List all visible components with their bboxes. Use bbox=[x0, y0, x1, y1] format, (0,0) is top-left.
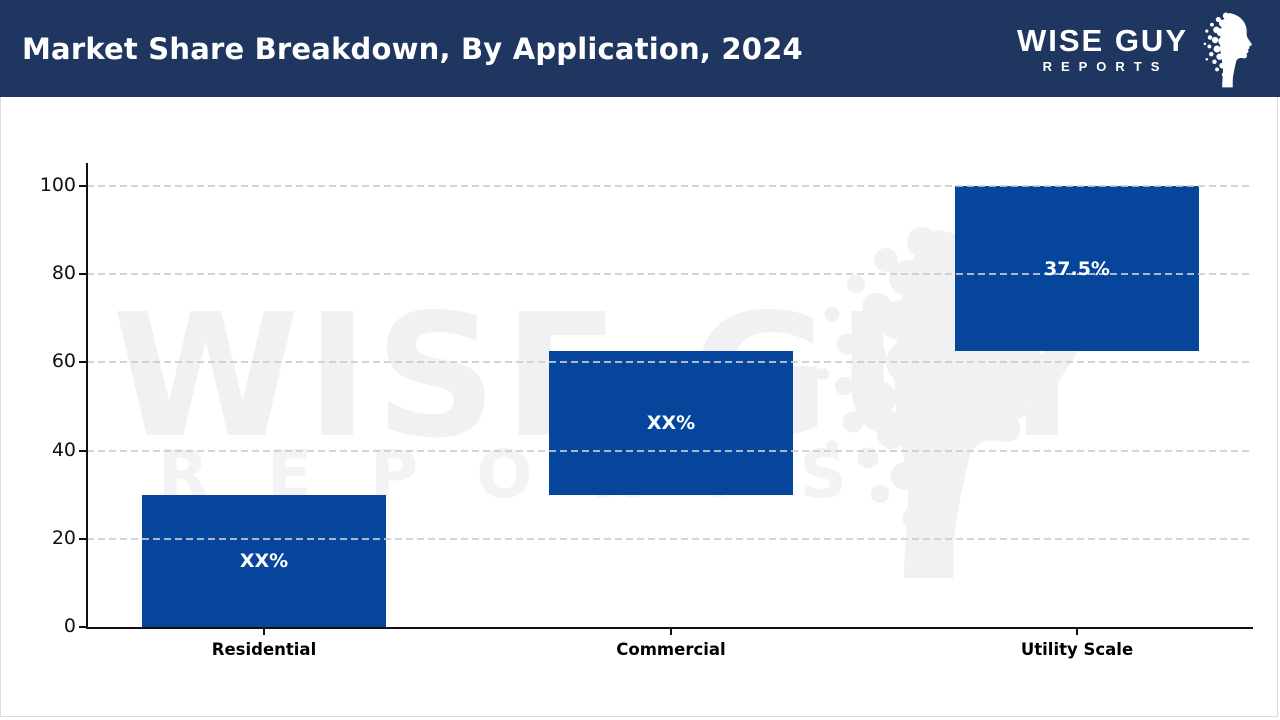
header-bar: Market Share Breakdown, By Application, … bbox=[0, 0, 1280, 97]
y-gridline bbox=[87, 537, 1253, 540]
x-tick-mark bbox=[670, 629, 672, 635]
y-tick-mark bbox=[79, 273, 87, 276]
y-tick-label: 100 bbox=[39, 174, 76, 196]
y-tick-label: 40 bbox=[51, 438, 76, 461]
y-tick-mark bbox=[79, 185, 87, 187]
x-category-label: Commercial bbox=[616, 640, 726, 659]
bar-value-label: 37.5% bbox=[1044, 257, 1110, 280]
y-axis-line bbox=[86, 163, 88, 629]
logo-wordmark: WISE GUY bbox=[1016, 22, 1188, 58]
y-tick-mark bbox=[79, 361, 87, 364]
bar-value-label: XX% bbox=[239, 549, 289, 572]
x-category-label: Utility Scale bbox=[1020, 640, 1134, 659]
logo-text: WISE GUY REPORTS bbox=[1016, 22, 1188, 74]
brand-logo: WISE GUY REPORTS bbox=[1017, 10, 1258, 88]
page-title: Market Share Breakdown, By Application, … bbox=[22, 31, 803, 66]
y-gridline bbox=[87, 361, 1253, 364]
bar-residential bbox=[142, 494, 386, 627]
y-gridline bbox=[87, 273, 1253, 276]
y-tick-label: 60 bbox=[51, 350, 76, 373]
x-tick-mark bbox=[263, 629, 265, 635]
y-tick-mark bbox=[79, 626, 87, 628]
y-tick-mark bbox=[79, 537, 87, 540]
x-tick-mark bbox=[1076, 629, 1078, 635]
y-tick-label: 20 bbox=[51, 526, 76, 549]
logo-subtitle: REPORTS bbox=[1042, 58, 1169, 74]
bar-utility-scale bbox=[955, 186, 1199, 352]
wiseguy-head-icon bbox=[1203, 12, 1252, 87]
x-category-label: Residential bbox=[211, 640, 317, 659]
y-tick-label: 0 bbox=[63, 615, 76, 637]
y-gridline bbox=[87, 185, 1253, 187]
bar-commercial bbox=[549, 351, 793, 495]
y-tick-mark bbox=[79, 449, 87, 452]
bar-value-label: XX% bbox=[646, 412, 696, 435]
y-tick-label: 80 bbox=[51, 262, 76, 285]
x-axis-line bbox=[86, 627, 1253, 629]
y-gridline bbox=[87, 449, 1253, 452]
